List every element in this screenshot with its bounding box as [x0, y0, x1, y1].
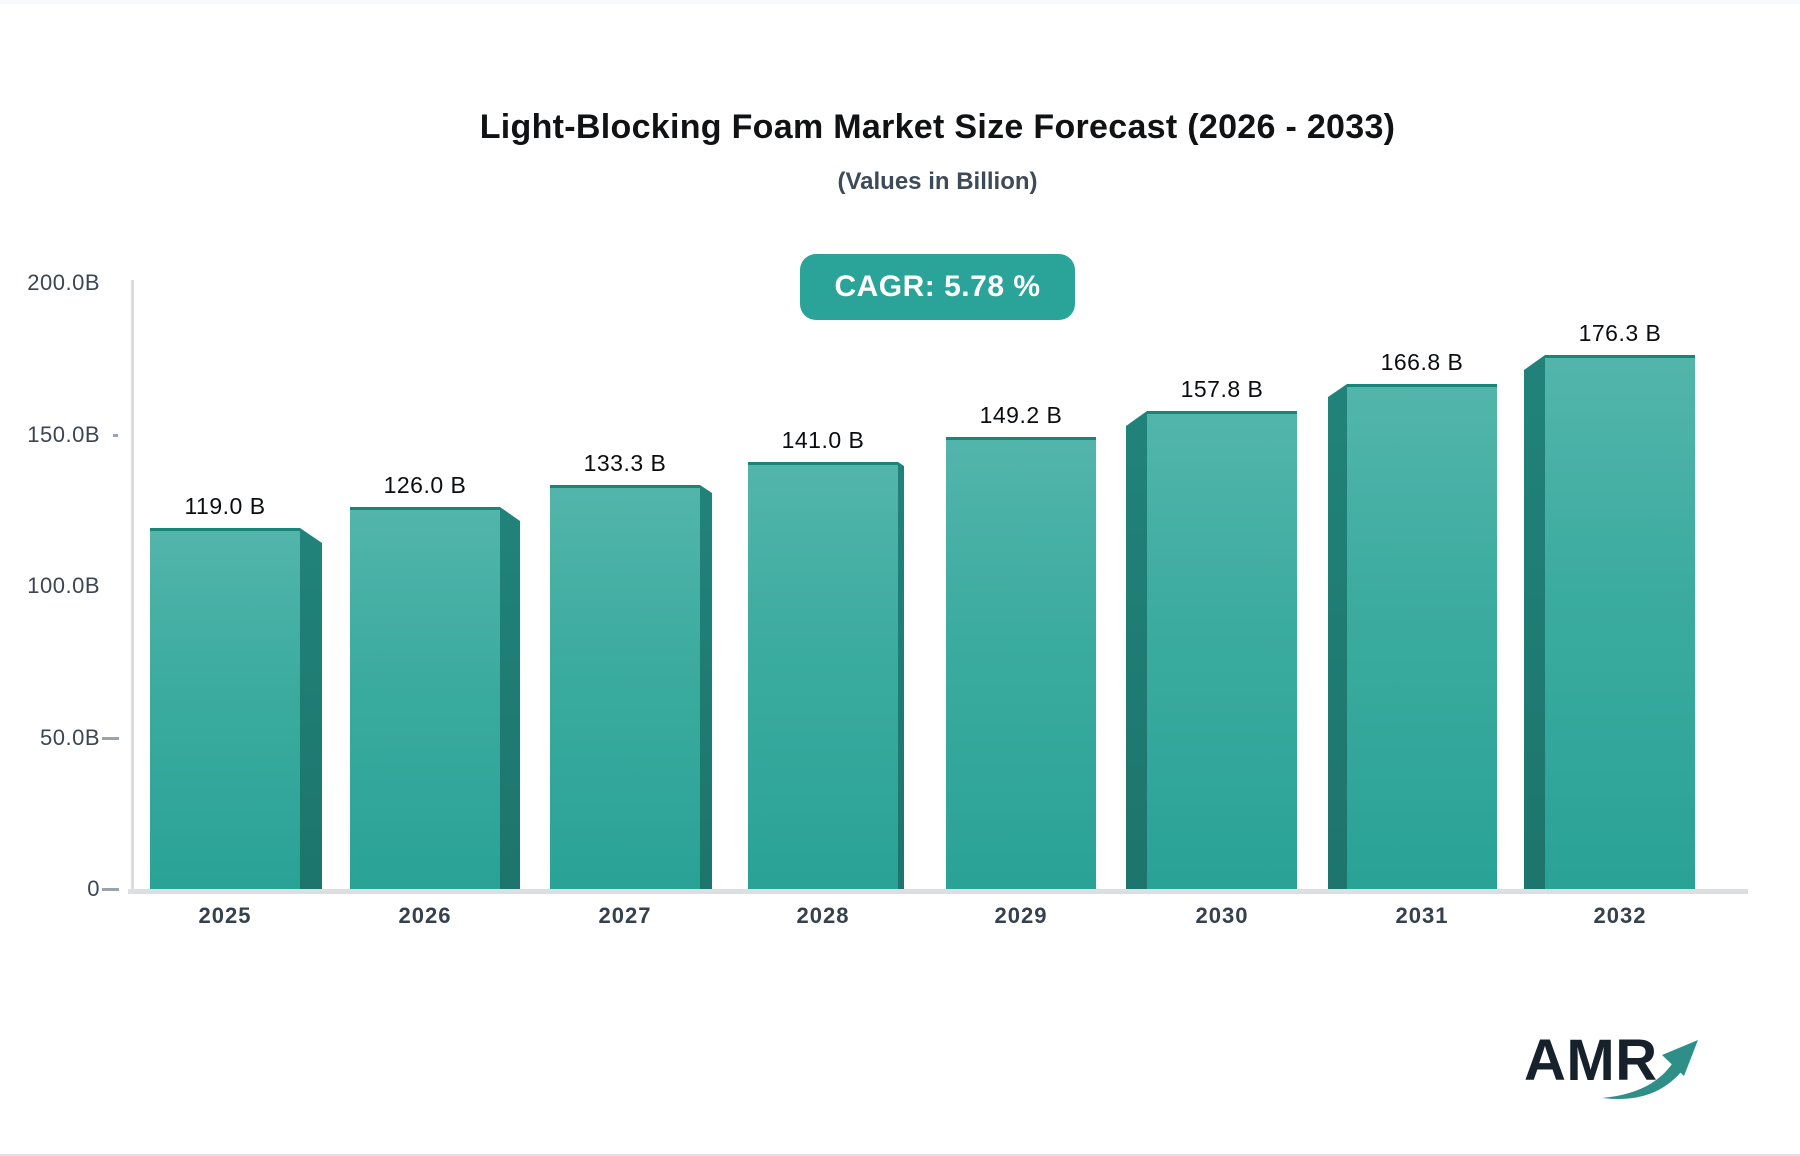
bar-top-stroke-2030	[1147, 411, 1297, 414]
bar-top-stroke-2031	[1347, 384, 1497, 387]
bar-2027	[550, 485, 700, 889]
y-tick-mark-50.0B	[102, 736, 119, 740]
bar-side-bevel-2028	[898, 462, 904, 889]
bar-2030	[1147, 411, 1297, 889]
bar-side-bevel-2027	[700, 485, 712, 889]
bar-top-stroke-2032	[1545, 355, 1695, 358]
x-tick-label-2030: 2030	[1195, 903, 1249, 928]
bar-2029	[946, 437, 1096, 889]
bar-2031	[1347, 384, 1497, 889]
bar-value-label-2027: 133.3 B	[583, 450, 667, 476]
bar-top-stroke-2027	[550, 485, 700, 488]
amr-logo: AMR	[1524, 1030, 1724, 1120]
y-tick-label-150.0B: 150.0B	[27, 421, 100, 447]
bar-side-bevel-2031	[1328, 384, 1347, 889]
bar-side-bevel-2032	[1524, 355, 1545, 889]
x-tick-label-2025: 2025	[198, 903, 252, 928]
cagr-badge-row: CAGR: 5.78 %	[130, 254, 1745, 320]
x-axis-line	[128, 889, 1748, 894]
bar-value-label-2032: 176.3 B	[1578, 320, 1662, 346]
chart-subtitle: (Values in Billion)	[837, 168, 1038, 195]
bar-value-label-2031: 166.8 B	[1380, 349, 1464, 375]
x-tick-label-2032: 2032	[1593, 903, 1647, 928]
bar-side-bevel-2026	[500, 507, 520, 889]
y-tick-label-200.0B: 200.0B	[27, 270, 100, 295]
bar-2026	[350, 507, 500, 889]
bar-value-label-2030: 157.8 B	[1180, 376, 1264, 402]
x-tick-label-2029: 2029	[994, 903, 1048, 928]
growth-arrow-icon	[1602, 1040, 1698, 1099]
x-tick-label-2031: 2031	[1395, 903, 1449, 928]
y-tick-mark-0	[102, 888, 119, 891]
x-tick-label-2028: 2028	[796, 903, 850, 928]
bar-top-stroke-2025	[150, 528, 300, 531]
bar-value-label-2028: 141.0 B	[781, 427, 865, 453]
bar-top-stroke-2029	[946, 437, 1096, 440]
y-tick-label-100.0B: 100.0B	[27, 573, 100, 598]
window-top-edge	[0, 0, 1800, 4]
bar-side-bevel-2025	[300, 528, 322, 889]
y-tick-label-50.0B: 50.0B	[40, 724, 100, 750]
bar-value-label-2025: 119.0 B	[184, 493, 266, 519]
y-tick-mark-150.0B	[113, 433, 118, 437]
y-axis-line	[131, 280, 134, 889]
bar-value-label-2029: 149.2 B	[979, 402, 1063, 428]
y-tick-label-0: 0	[87, 876, 100, 901]
bar-2032	[1545, 355, 1695, 889]
bar-value-label-2026: 126.0 B	[383, 472, 467, 498]
bar-top-stroke-2026	[350, 507, 500, 510]
x-tick-label-2027: 2027	[598, 903, 652, 928]
bar-top-stroke-2028	[748, 462, 898, 465]
bar-2028	[748, 462, 898, 889]
bar-2025	[150, 528, 300, 889]
x-tick-label-2026: 2026	[398, 903, 452, 928]
bar-side-bevel-2030	[1126, 411, 1147, 889]
amr-logo-text: AMR	[1524, 1028, 1658, 1093]
chart-title: Light-Blocking Foam Market Size Forecast…	[479, 108, 1396, 146]
cagr-badge: CAGR: 5.78 %	[800, 254, 1075, 320]
